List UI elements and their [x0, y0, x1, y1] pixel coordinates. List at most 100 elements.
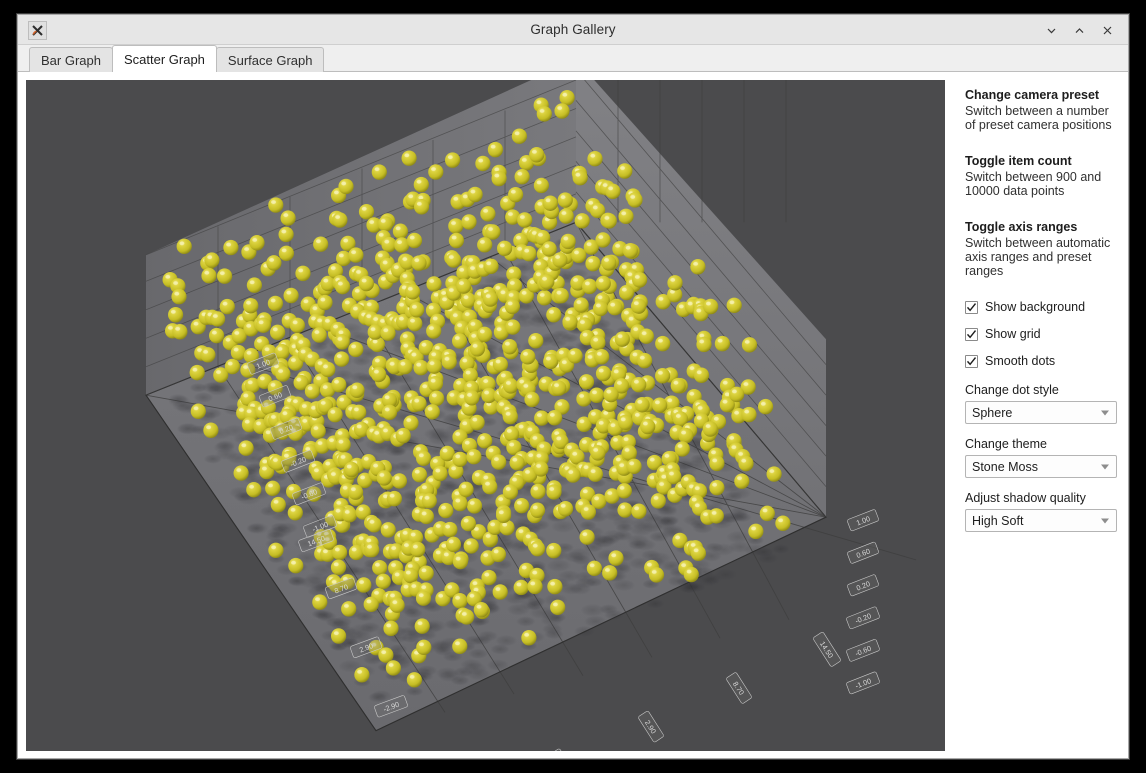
scatter-dot-highlight: [325, 461, 331, 466]
scatter-dot-highlight: [173, 281, 179, 285]
scatter-dot-highlight: [627, 272, 633, 277]
scatter-dot-highlight: [615, 243, 620, 248]
scatter-dot: [567, 348, 583, 364]
scatter-dot-highlight: [620, 505, 626, 509]
scatter-dot-highlight: [510, 189, 516, 194]
scatter-dot-highlight: [634, 413, 640, 417]
scatter-dot-highlight: [418, 593, 424, 598]
checkbox-smooth-dots[interactable]: Smooth dots: [965, 354, 1121, 368]
scatter-dot-highlight: [383, 328, 389, 333]
scatter-dot-highlight: [480, 436, 485, 440]
scatter-dot-highlight: [575, 172, 581, 177]
scatter-dot: [452, 638, 468, 655]
scatter-dot-highlight: [429, 361, 435, 366]
scatter-dot: [268, 542, 284, 559]
scatter-dot-highlight: [392, 600, 398, 605]
scatter-dot: [509, 454, 525, 471]
scatter-dot-highlight: [611, 553, 617, 558]
close-button[interactable]: [1094, 17, 1120, 43]
tab-scatter-graph[interactable]: Scatter Graph: [111, 45, 217, 72]
scatter-dot: [585, 255, 601, 272]
scatter-dot-highlight: [344, 300, 350, 305]
scatter-dot-highlight: [427, 407, 433, 411]
scatter-dot: [310, 423, 326, 439]
scatter-dot-highlight: [268, 483, 273, 488]
scatter-dot-highlight: [271, 200, 276, 204]
scatter-dot-highlight: [597, 295, 603, 300]
scatter-dot-highlight: [391, 563, 396, 567]
checkbox-show-background[interactable]: Show background: [965, 300, 1121, 314]
scatter-dot-highlight: [427, 530, 433, 534]
scatter-dot: [416, 450, 432, 467]
scatter-dot-highlight: [422, 485, 427, 490]
scatter-dot-highlight: [744, 409, 750, 414]
tab-surface-graph[interactable]: Surface Graph: [215, 47, 325, 72]
scatter-dot-highlight: [421, 342, 427, 347]
scatter-dot: [683, 566, 699, 583]
scatter-dot-highlight: [633, 301, 639, 305]
scatter-dot: [542, 195, 558, 211]
scatter-dot: [502, 484, 518, 500]
scatter-dot-highlight: [737, 476, 742, 481]
scatter-dot-highlight: [344, 510, 350, 514]
scatter-dot-highlight: [490, 522, 495, 527]
scatter-dot-highlight: [271, 415, 276, 419]
title-bar: Graph Gallery: [18, 15, 1128, 45]
maximize-button[interactable]: [1066, 17, 1092, 43]
scatter-dot-highlight: [455, 498, 461, 503]
checkmark-icon: [965, 327, 978, 341]
scatter-dot-highlight: [272, 327, 278, 332]
select-shadow-quality[interactable]: High Soft: [965, 509, 1117, 532]
scatter-dot-highlight: [505, 341, 510, 346]
scatter-dot-highlight: [338, 253, 344, 258]
tab-bar-graph[interactable]: Bar Graph: [29, 47, 113, 72]
checkbox-show-grid[interactable]: Show grid: [965, 327, 1121, 341]
scatter-dot-highlight: [258, 320, 264, 325]
select-theme[interactable]: Stone Moss: [965, 455, 1117, 478]
scatter-dot-highlight: [565, 317, 571, 321]
scatter-dot: [270, 324, 286, 341]
scatter-dot: [528, 333, 544, 349]
scatter-dot: [427, 375, 443, 392]
scatter-dot-highlight: [338, 281, 343, 286]
scatter-dot-highlight: [371, 642, 377, 647]
scatter-dot-highlight: [507, 301, 513, 306]
scatter-dot-highlight: [517, 247, 522, 251]
scatter-dot: [558, 208, 574, 224]
scatter-dot-highlight: [488, 227, 493, 231]
scatter-dot: [278, 245, 294, 262]
scatter-dot-highlight: [206, 425, 212, 430]
scatter-dot-highlight: [415, 447, 421, 451]
scatter-dot-highlight: [577, 216, 583, 220]
scatter-dot-highlight: [478, 264, 484, 268]
scatter-dot-highlight: [670, 289, 675, 294]
scatter-dot: [348, 341, 364, 358]
select-dot-style[interactable]: Sphere: [965, 401, 1117, 424]
hint-camera-preset: Change camera preset Switch between a nu…: [965, 88, 1121, 132]
scatter-dot-highlight: [624, 448, 630, 452]
scatter-dot-highlight: [395, 226, 401, 231]
scatter-dot: [550, 599, 566, 616]
scatter-dot-highlight: [441, 505, 446, 510]
scatter-dot: [554, 103, 570, 119]
scatter-dot-highlight: [729, 300, 735, 305]
scatter-dot-highlight: [432, 316, 438, 321]
scatter-dot: [504, 298, 520, 315]
scatter-dot: [557, 501, 574, 517]
scatter-dot-highlight: [290, 419, 296, 423]
scatter-dot-highlight: [670, 278, 676, 282]
scatter-dot-highlight: [479, 329, 485, 334]
scatter-dot-highlight: [524, 248, 530, 253]
minimize-button[interactable]: [1038, 17, 1064, 43]
scatter-dot-highlight: [634, 275, 640, 279]
scatter-dot: [536, 106, 552, 122]
scatter-dot-highlight: [317, 361, 323, 365]
scatter-dot-highlight: [553, 602, 558, 607]
scatter-dot-highlight: [556, 290, 562, 295]
scatter-dot: [703, 298, 719, 315]
scatter-graph-view[interactable]: 1.00 0.60 0.20: [26, 80, 945, 751]
scatter-dot-highlight: [689, 391, 695, 396]
scatter-dot-highlight: [734, 410, 739, 415]
scatter-dot: [438, 502, 454, 519]
scatter-dot-highlight: [592, 390, 597, 395]
